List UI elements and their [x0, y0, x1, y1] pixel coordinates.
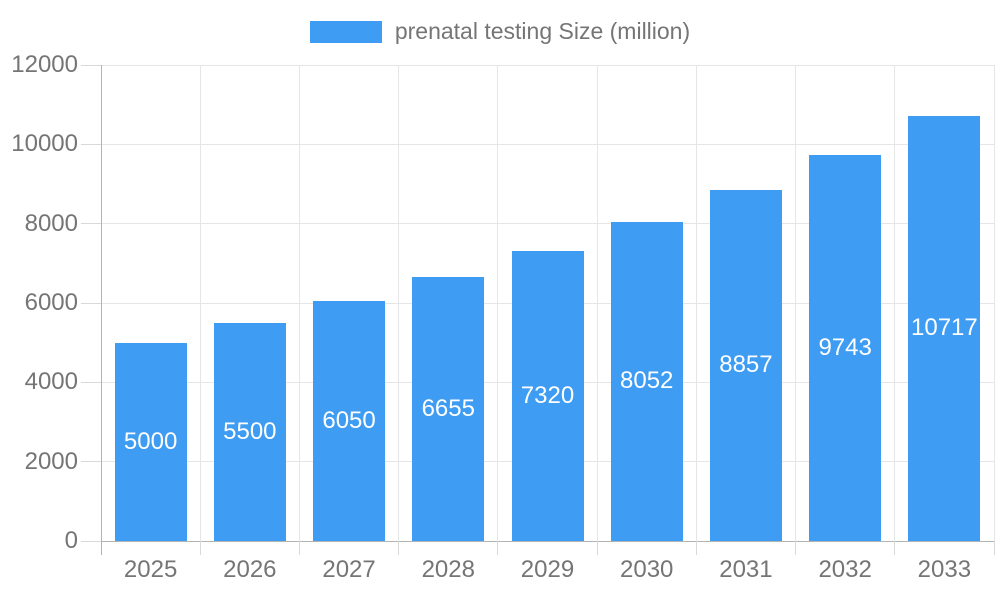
v-gridline: [993, 65, 995, 541]
bar-value-label: 5000: [123, 427, 178, 455]
bar: 5000: [114, 342, 187, 541]
x-tick-label: 2027: [322, 556, 376, 583]
x-tick-mark: [795, 541, 797, 555]
bar-value-label: 9743: [818, 333, 872, 361]
x-tick-mark: [100, 541, 102, 555]
bar: 9743: [809, 154, 882, 541]
y-tick-mark: [81, 540, 101, 542]
bar-value-label: 8052: [620, 367, 674, 395]
y-tick-label: 10000: [11, 130, 78, 158]
y-tick-mark: [81, 381, 101, 383]
bar-value-label: 7320: [520, 381, 575, 409]
plot-area: 5000 5500 6050 6655 7320 8052 8857 9743 10717: [100, 64, 995, 542]
y-tick-mark: [81, 461, 101, 463]
x-tick-label: 2030: [620, 556, 674, 583]
y-tick-mark: [81, 302, 101, 304]
h-gridline: [101, 143, 994, 145]
y-tick-label: 4000: [24, 368, 78, 396]
x-tick-label: 2031: [719, 556, 773, 583]
y-tick-label: 8000: [24, 209, 78, 237]
v-gridline: [795, 65, 797, 541]
y-tick-mark: [81, 143, 101, 145]
x-tick-mark: [398, 541, 400, 555]
bar-value-label: 5500: [223, 417, 277, 445]
x-tick-label: 2026: [223, 556, 277, 583]
bar: 6655: [412, 277, 485, 541]
y-tick-label: 12000: [11, 51, 78, 78]
legend-label: prenatal testing Size (million): [394, 18, 691, 44]
legend-item[interactable]: prenatal testing Size (million): [0, 18, 1000, 45]
x-tick-label: 2033: [917, 556, 972, 583]
x-tick-label: 2025: [123, 556, 178, 583]
bar-value-label: 10717: [911, 314, 978, 342]
legend-swatch: [309, 20, 382, 43]
bar: 10717: [908, 115, 981, 541]
y-tick-mark: [81, 64, 101, 66]
v-gridline: [894, 65, 896, 541]
y-axis-line: [100, 65, 102, 541]
x-axis-baseline: [101, 540, 994, 542]
x-tick-mark: [596, 541, 598, 555]
y-tick-label: 2000: [24, 447, 78, 475]
x-tick-mark: [298, 541, 300, 555]
x-tick-mark: [993, 541, 995, 555]
bar: 7320: [511, 250, 584, 541]
bar: 5500: [213, 322, 286, 541]
bar-value-label: 8857: [719, 351, 773, 379]
x-tick-label: 2028: [421, 556, 475, 583]
v-gridline: [497, 65, 499, 541]
bar-value-label: 6655: [421, 395, 475, 423]
y-tick-mark: [81, 223, 101, 225]
v-gridline: [298, 65, 300, 541]
v-gridline: [398, 65, 400, 541]
y-tick-label: 6000: [24, 289, 78, 316]
v-gridline: [695, 65, 697, 541]
x-tick-mark: [894, 541, 896, 555]
v-gridline: [199, 65, 201, 541]
x-tick-mark: [497, 541, 499, 555]
v-gridline: [596, 65, 598, 541]
x-tick-mark: [199, 541, 201, 555]
bar: 6050: [313, 301, 386, 541]
y-tick-label: 0: [64, 527, 78, 554]
x-tick-mark: [695, 541, 697, 555]
h-gridline: [101, 223, 994, 225]
bar: 8052: [610, 221, 683, 541]
x-tick-label: 2032: [818, 556, 872, 583]
bar: 8857: [709, 189, 782, 541]
bar-value-label: 6050: [322, 407, 376, 435]
h-gridline: [101, 64, 994, 66]
x-tick-label: 2029: [520, 556, 575, 583]
